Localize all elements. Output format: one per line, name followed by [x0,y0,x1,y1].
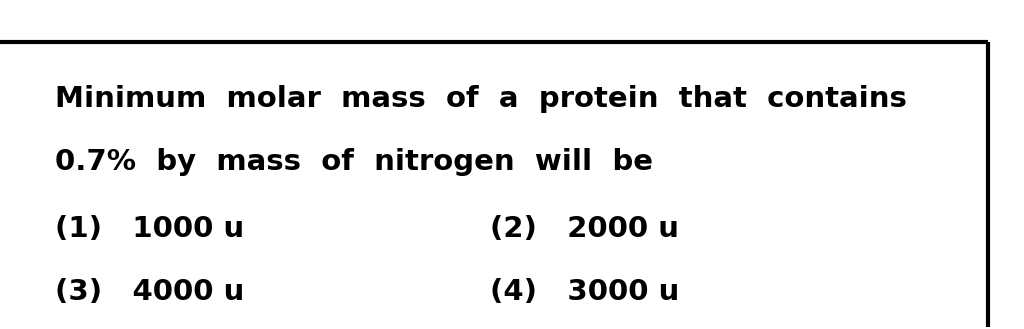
Text: 0.7%  by  mass  of  nitrogen  will  be: 0.7% by mass of nitrogen will be [55,148,653,176]
Text: (4)   3000 u: (4) 3000 u [490,278,679,306]
Text: Minimum  molar  mass  of  a  protein  that  contains: Minimum molar mass of a protein that con… [55,85,907,113]
Text: (3)   4000 u: (3) 4000 u [55,278,245,306]
Text: (1)   1000 u: (1) 1000 u [55,215,245,243]
Text: (2)   2000 u: (2) 2000 u [490,215,679,243]
